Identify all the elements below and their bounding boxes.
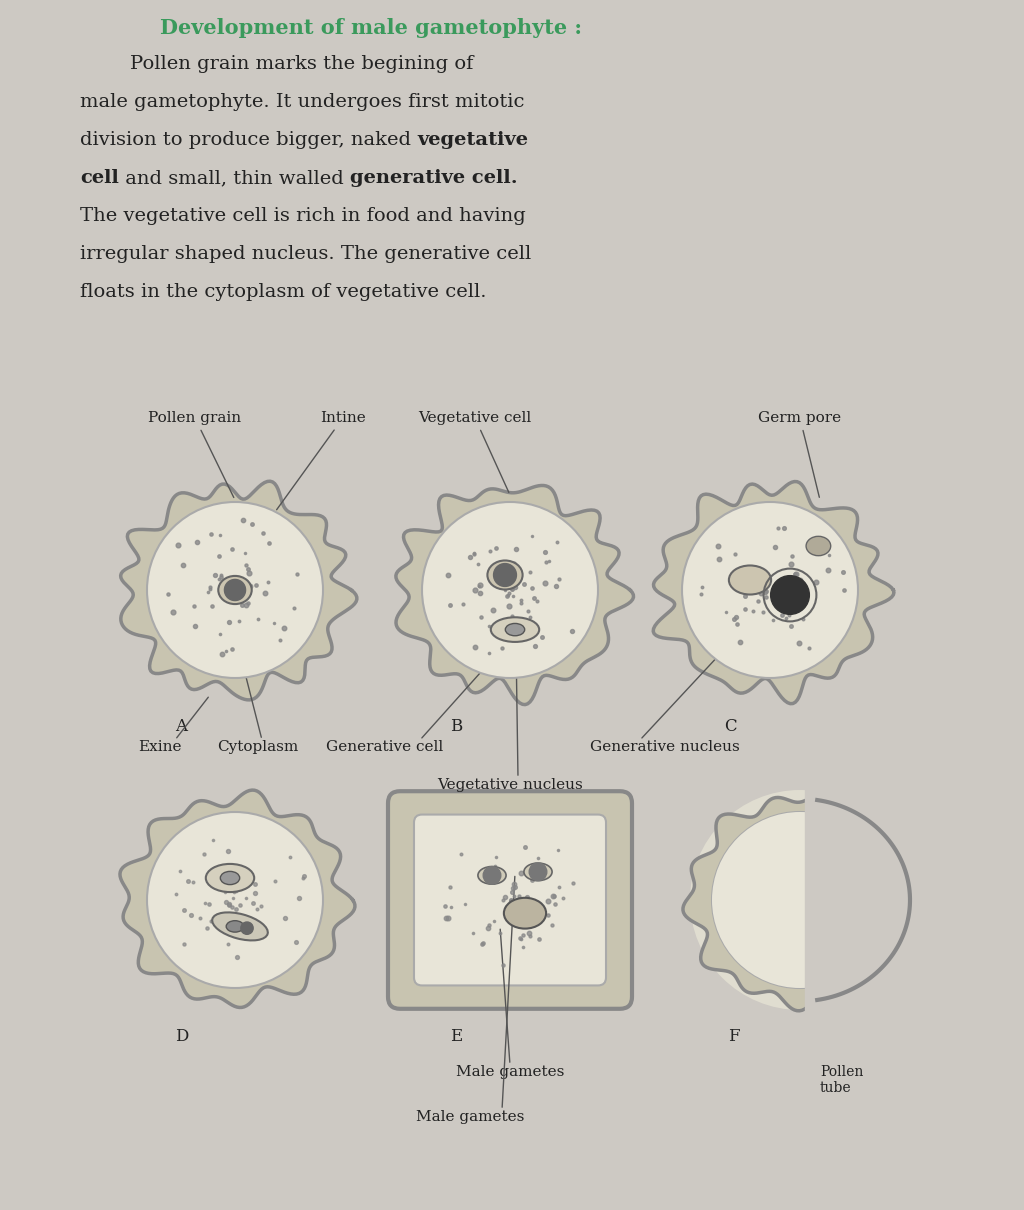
Text: Male gametes: Male gametes [456, 1065, 564, 1079]
Circle shape [483, 866, 501, 885]
Text: Exine: Exine [138, 741, 181, 754]
Ellipse shape [505, 623, 524, 635]
Text: Generative cell: Generative cell [327, 741, 443, 754]
Text: The vegetative cell is rich in food and having: The vegetative cell is rich in food and … [80, 207, 525, 225]
Text: A: A [175, 718, 187, 734]
Text: Male gametes: Male gametes [416, 1110, 524, 1124]
Text: floats in the cytoplasm of vegetative cell.: floats in the cytoplasm of vegetative ce… [80, 283, 486, 301]
Circle shape [529, 863, 547, 881]
Ellipse shape [504, 898, 546, 928]
Ellipse shape [490, 617, 540, 643]
Text: Intine: Intine [276, 411, 366, 509]
Ellipse shape [226, 921, 244, 932]
Text: E: E [450, 1028, 462, 1045]
Circle shape [147, 812, 323, 989]
Ellipse shape [729, 565, 771, 594]
Circle shape [712, 812, 888, 989]
Polygon shape [805, 757, 1024, 1043]
Circle shape [241, 922, 253, 934]
Text: F: F [728, 1028, 739, 1045]
Text: male gametophyte. It undergoes first mitotic: male gametophyte. It undergoes first mit… [80, 93, 524, 111]
FancyBboxPatch shape [388, 791, 632, 1009]
Text: Generative nucleus: Generative nucleus [590, 741, 739, 754]
Ellipse shape [218, 576, 252, 604]
Text: and small, thin walled: and small, thin walled [119, 169, 350, 188]
Circle shape [224, 580, 246, 600]
Circle shape [422, 502, 598, 678]
Circle shape [682, 502, 858, 678]
Polygon shape [396, 485, 634, 704]
Text: irregular shaped nucleus. The generative cell: irregular shaped nucleus. The generative… [80, 244, 531, 263]
Text: cell: cell [80, 169, 119, 188]
Text: Vegetative cell: Vegetative cell [419, 411, 531, 492]
Circle shape [690, 790, 910, 1010]
Ellipse shape [220, 871, 240, 885]
Polygon shape [120, 790, 355, 1008]
Text: B: B [450, 718, 462, 734]
Polygon shape [121, 482, 356, 699]
Text: generative cell.: generative cell. [350, 169, 517, 188]
Circle shape [147, 502, 323, 678]
FancyBboxPatch shape [414, 814, 606, 985]
Text: Pollen grain marks the begining of: Pollen grain marks the begining of [80, 54, 473, 73]
Ellipse shape [487, 560, 522, 589]
Text: Pollen
tube: Pollen tube [820, 1065, 863, 1095]
Text: Cytoplasm: Cytoplasm [217, 741, 299, 754]
Text: division to produce bigger, naked: division to produce bigger, naked [80, 131, 417, 149]
Ellipse shape [212, 912, 268, 940]
Circle shape [771, 576, 809, 615]
Text: Vegetative nucleus: Vegetative nucleus [437, 778, 583, 793]
Text: Germ pore: Germ pore [759, 411, 842, 497]
Ellipse shape [478, 866, 506, 885]
Text: D: D [175, 1028, 188, 1045]
Circle shape [494, 564, 516, 587]
Ellipse shape [806, 536, 830, 555]
Polygon shape [683, 794, 920, 1010]
Circle shape [712, 812, 888, 989]
Text: Development of male gametophyte :: Development of male gametophyte : [160, 18, 582, 38]
Ellipse shape [206, 864, 254, 892]
Ellipse shape [524, 863, 552, 881]
Text: C: C [724, 718, 736, 734]
Text: vegetative: vegetative [417, 131, 528, 149]
Polygon shape [653, 482, 894, 704]
Text: Pollen grain: Pollen grain [148, 411, 242, 497]
